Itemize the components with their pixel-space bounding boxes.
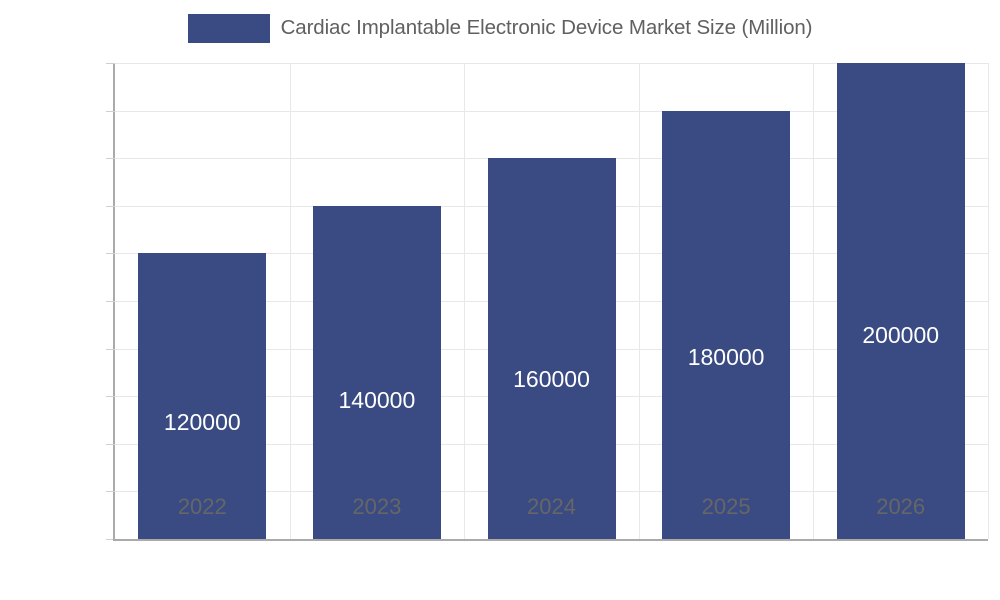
plot-area: 120000 140000 160000 180000 200000: [106, 63, 989, 541]
bar-value-label: 180000: [687, 344, 765, 371]
gridline-horizontal: [115, 63, 988, 64]
gridline-vertical: [639, 63, 640, 539]
bar[interactable]: 160000: [487, 158, 616, 539]
x-axis-tick-label: 2025: [701, 494, 751, 519]
legend-color-swatch: [187, 13, 270, 43]
y-axis-tick-mark: [106, 253, 115, 255]
legend-series-label: Cardiac Implantable Electronic Device Ma…: [280, 16, 813, 39]
chart-legend: Cardiac Implantable Electronic Device Ma…: [0, 0, 1000, 56]
gridline-vertical: [813, 63, 814, 539]
y-axis-tick-mark: [106, 396, 115, 398]
gridline-vertical: [464, 63, 465, 539]
y-axis-tick-mark: [106, 491, 115, 493]
x-axis-tick-label: 2022: [177, 494, 227, 519]
gridline-horizontal: [115, 110, 988, 112]
x-axis-tick-label: 2026: [876, 494, 926, 519]
bar[interactable]: 120000: [138, 253, 267, 539]
gridline-vertical: [988, 63, 989, 539]
bar-value-label: 160000: [513, 365, 590, 392]
y-axis-tick-mark: [106, 301, 115, 302]
bar-value-label: 140000: [338, 387, 416, 414]
y-axis-tick-mark: [106, 539, 115, 540]
bar-value-label: 200000: [862, 322, 940, 349]
gridline-horizontal: [115, 539, 988, 540]
x-axis-tick-label: 2023: [352, 494, 402, 519]
y-axis-tick-mark: [106, 110, 115, 112]
bar[interactable]: 140000: [312, 205, 441, 539]
gridline-vertical: [290, 63, 291, 539]
bar-value-label: 120000: [163, 409, 241, 436]
y-axis-tick-mark: [106, 205, 115, 207]
bar[interactable]: 200000: [836, 63, 965, 539]
y-axis-tick-mark: [106, 443, 115, 445]
y-axis-tick-mark: [106, 348, 115, 350]
bar[interactable]: 180000: [662, 110, 791, 539]
y-axis-tick-mark: [106, 158, 115, 160]
x-axis-tick-label: 2024: [527, 494, 576, 519]
y-axis-tick-mark: [106, 63, 115, 64]
